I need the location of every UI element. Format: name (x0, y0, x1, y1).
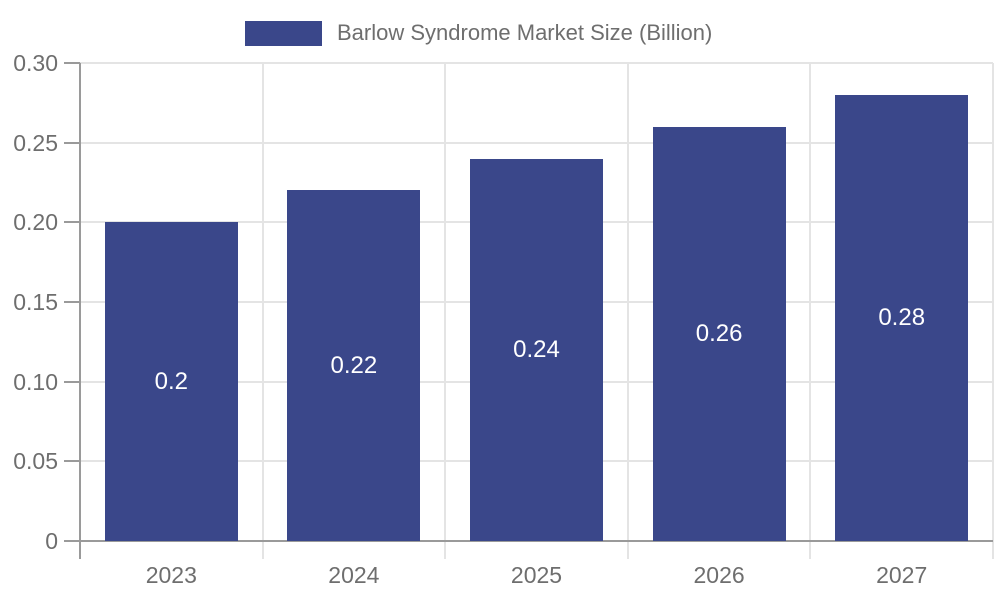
bar-value-label: 0.26 (695, 319, 743, 347)
gridline-vertical (444, 63, 447, 559)
y-axis-tick-label: 0.10 (13, 368, 58, 395)
x-axis-tick-label: 2023 (145, 562, 197, 588)
y-axis-tick-label: 0.05 (13, 448, 58, 475)
y-axis-tick (64, 460, 80, 463)
bar (652, 126, 786, 541)
gridline-vertical (261, 63, 264, 559)
bar (287, 190, 421, 541)
bar (470, 158, 603, 541)
x-axis-tick-label: 2026 (693, 562, 745, 588)
bar-value-label: 0.22 (330, 351, 378, 379)
x-axis-tick-label: 2024 (328, 562, 380, 588)
y-axis-tick (64, 221, 80, 224)
y-axis-tick (64, 301, 80, 303)
y-axis-tick (64, 141, 80, 144)
gridline-horizontal (80, 62, 993, 64)
x-axis-tick-label: 2027 (876, 562, 928, 588)
y-axis-tick (64, 380, 80, 383)
bar-value-label: 0.2 (154, 367, 188, 395)
bar-value-label: 0.24 (513, 335, 560, 363)
y-axis-tick (64, 62, 80, 64)
y-axis-tick-label: 0.15 (13, 289, 58, 315)
legend[interactable]: Barlow Syndrome Market Size (Billion) (245, 20, 712, 46)
legend-swatch-icon (245, 20, 322, 46)
gridline-vertical (626, 63, 629, 559)
gridline-horizontal (80, 141, 993, 144)
y-axis-line (79, 63, 81, 559)
x-axis-tick-label: 2025 (510, 562, 563, 588)
bar (104, 222, 238, 541)
x-axis-line (64, 540, 993, 542)
bar (835, 94, 969, 541)
gridline-vertical (809, 63, 812, 559)
y-axis-tick-label: 0.20 (13, 209, 58, 236)
y-axis-tick-label: 0 (45, 528, 58, 554)
legend-label: Barlow Syndrome Market Size (Billion) (337, 20, 713, 45)
y-axis-tick-label: 0.30 (13, 50, 58, 76)
gridline-vertical (992, 63, 994, 559)
y-axis-tick-label: 0.25 (13, 129, 58, 156)
bar-value-label: 0.28 (878, 303, 926, 331)
